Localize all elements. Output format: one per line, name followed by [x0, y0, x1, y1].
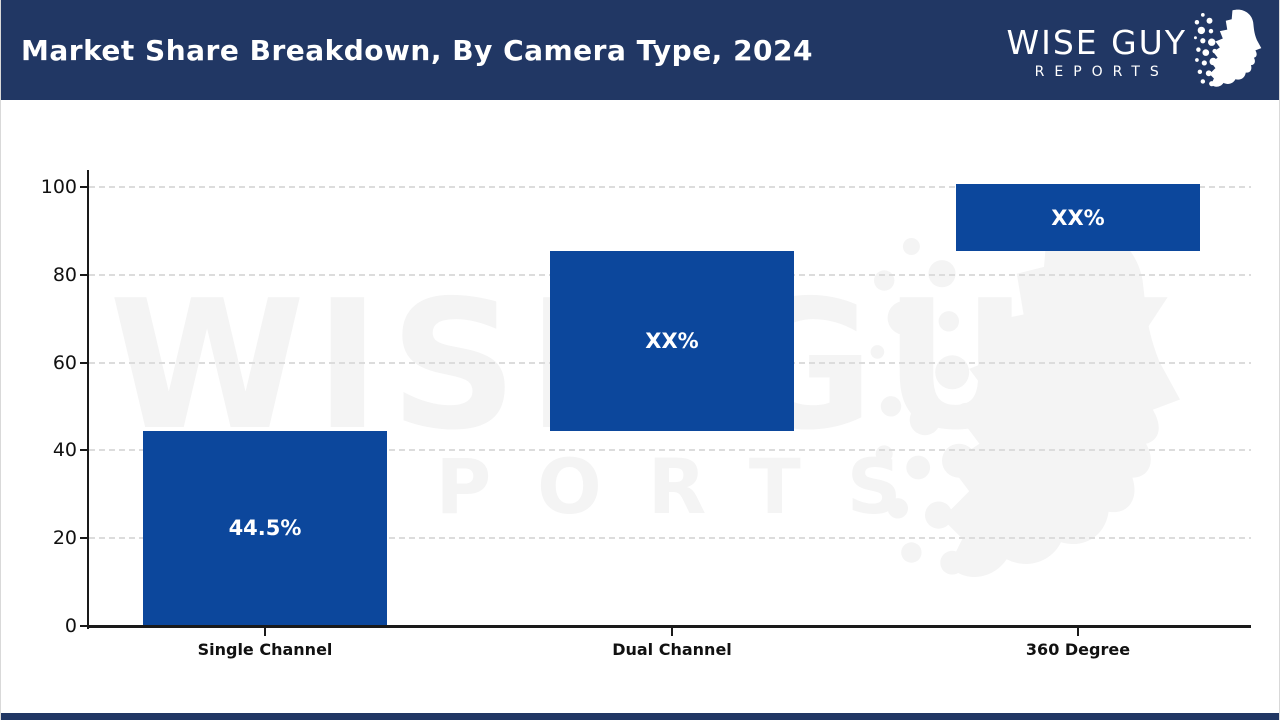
y-axis-tick	[80, 186, 89, 188]
bar-value-label: XX%	[645, 328, 699, 353]
x-axis-line	[87, 625, 1251, 628]
x-axis-category-label: Single Channel	[197, 640, 333, 659]
brand-name: WISE GUY	[1006, 22, 1187, 62]
bar-value-label: 44.5%	[228, 516, 302, 541]
x-axis-category-label: 360 Degree	[1025, 640, 1131, 659]
y-axis-tick	[80, 625, 89, 627]
gridline	[89, 537, 1251, 540]
y-axis-label: 40	[52, 439, 77, 462]
footer-bar	[1, 713, 1279, 720]
bar-segment: XX%	[956, 183, 1200, 252]
x-axis-tick	[671, 628, 673, 636]
x-axis-category-label: Dual Channel	[612, 640, 732, 659]
bar-segment: 44.5%	[143, 430, 387, 626]
x-axis-tick	[1077, 628, 1079, 636]
brand-logo-text: WISE GUY REPORTS	[1006, 22, 1187, 80]
y-axis-label: 80	[52, 263, 77, 286]
gridline	[89, 449, 1251, 452]
chart-title: Market Share Breakdown, By Camera Type, …	[21, 33, 813, 67]
brand-subtitle: REPORTS	[1034, 63, 1169, 80]
watermark-face-icon	[870, 222, 1180, 577]
brand-face-icon	[1193, 9, 1262, 87]
bar-value-label: XX%	[1051, 205, 1105, 230]
y-axis-line	[87, 170, 89, 629]
bar-segment: XX%	[550, 251, 794, 431]
y-axis-tick	[80, 273, 89, 276]
gridline	[89, 186, 1251, 188]
y-axis-label: 20	[52, 527, 77, 550]
brand-logo: WISE GUY REPORTS	[1006, 7, 1265, 93]
header: Market Share Breakdown, By Camera Type, …	[1, 0, 1279, 100]
y-axis-label: 60	[52, 351, 77, 374]
y-axis-tick	[80, 361, 89, 364]
y-axis-label: 100	[40, 176, 77, 198]
y-axis-label: 0	[64, 615, 77, 637]
x-axis-tick	[264, 628, 266, 636]
y-axis-tick	[80, 449, 89, 452]
y-axis-tick	[80, 537, 89, 540]
